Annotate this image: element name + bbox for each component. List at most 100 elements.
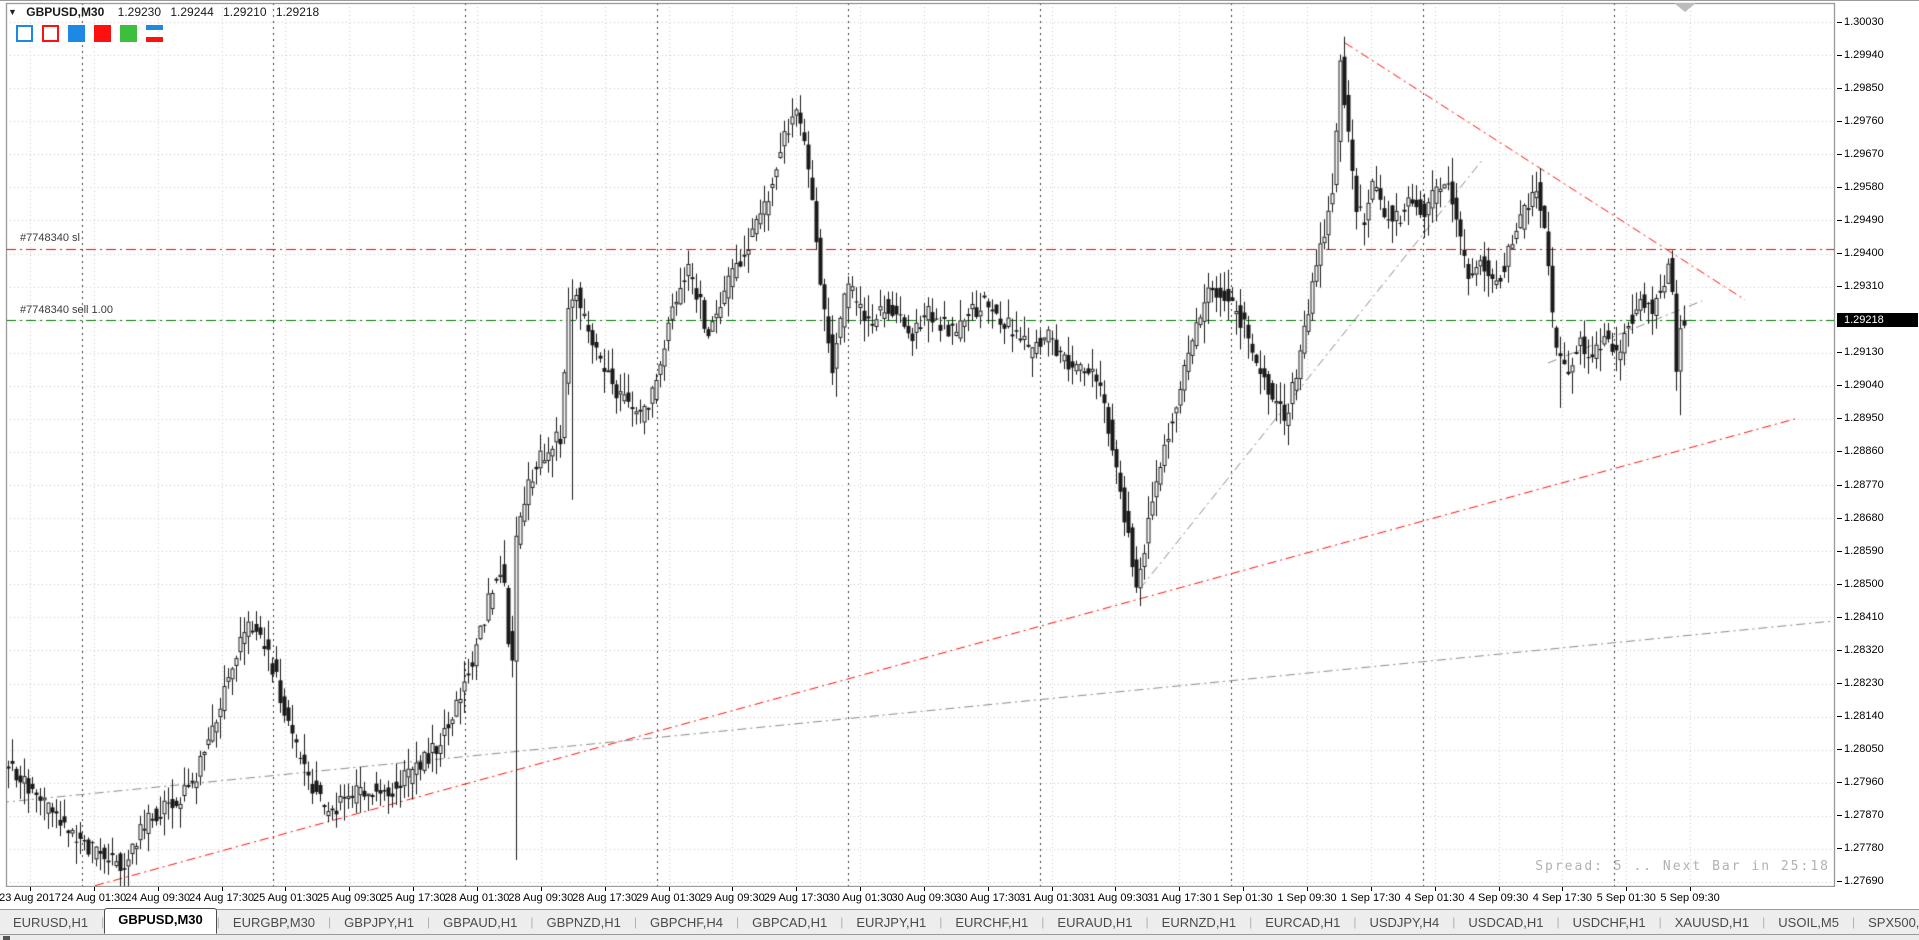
- chart-tab-gbpchf-h4[interactable]: GBPCHF,H4: [649, 915, 723, 930]
- price-tick-label: 1.27870: [1837, 809, 1884, 822]
- swatch-fill-blue[interactable]: [68, 25, 85, 42]
- time-tick-label: 30 Aug 17:30: [955, 892, 1021, 904]
- price-tick-label: 1.28050: [1837, 743, 1884, 756]
- tab-separator: |: [1452, 915, 1456, 929]
- panel-corner-mark: [3, 936, 10, 940]
- time-tick-label: 24 Aug 17:30: [189, 892, 254, 904]
- tab-separator: |: [427, 915, 431, 929]
- price-tick-label: 1.28410: [1837, 610, 1884, 623]
- price-tick-label: 1.28230: [1837, 677, 1884, 690]
- price-chart-canvas[interactable]: [0, 1, 1836, 888]
- stop-loss-line-label[interactable]: #7748340 sl: [20, 232, 80, 244]
- time-tick-label: 28 Aug 17:30: [572, 892, 638, 904]
- tab-separator: |: [840, 915, 844, 929]
- time-tick-mark: [1370, 887, 1372, 891]
- time-tick-label: 31 Aug 09:30: [1083, 892, 1148, 904]
- chart-tab-eurgbp-m30[interactable]: EURGBP,M30: [232, 915, 316, 930]
- chart-tab-usdjpy-h4[interactable]: USDJPY,H4: [1369, 915, 1440, 930]
- price-tick-label: 1.28950: [1837, 412, 1884, 425]
- time-tick-mark: [476, 887, 478, 891]
- time-tick-label: 1 Sep 17:30: [1341, 892, 1401, 904]
- chart-tab-eurchf-h1[interactable]: EURCHF,H1: [955, 915, 1029, 930]
- time-tick-label: 23 Aug 2017: [0, 892, 61, 904]
- time-tick-mark: [1498, 887, 1500, 891]
- time-tick-mark: [987, 887, 989, 891]
- time-tick-mark: [1179, 887, 1181, 891]
- chart-tab-usdchf-h1[interactable]: USDCHF,H1: [1572, 915, 1646, 930]
- tab-separator: |: [1851, 915, 1856, 929]
- price-tick-label: 1.28500: [1837, 577, 1884, 590]
- price-tick-label: 1.29400: [1837, 247, 1884, 260]
- spread-status-label: Spread: 5 .. Next Bar in 25:18: [1535, 859, 1830, 874]
- time-tick-mark: [285, 887, 287, 891]
- time-tick-label: 1 Sep 09:30: [1277, 892, 1337, 904]
- chart-tab-gbpusd-m30[interactable]: GBPUSD,M30: [104, 908, 217, 934]
- chart-tab-eurcad-h1[interactable]: EURCAD,H1: [1265, 915, 1341, 930]
- time-tick-mark: [1051, 887, 1053, 891]
- time-tick-mark: [604, 887, 606, 891]
- chart-tab-gbpjpy-h1[interactable]: GBPJPY,H1: [344, 915, 415, 930]
- chart-tab-spx500-m5[interactable]: SPX500,M5: [1868, 915, 1919, 930]
- time-tick-mark: [668, 887, 670, 891]
- chart-tab-usdcad-h1[interactable]: USDCAD,H1: [1468, 915, 1544, 930]
- sell-order-line-label[interactable]: #7748340 sell 1.00: [20, 304, 113, 316]
- price-tick-label: 1.29130: [1837, 346, 1884, 359]
- tab-separator: |: [530, 915, 534, 929]
- tab-separator: |: [1762, 915, 1766, 929]
- swatch-outline-red[interactable]: [42, 25, 59, 42]
- chart-tab-xauusd-h1[interactable]: XAUUSD,H1: [1674, 915, 1750, 930]
- time-tick-mark: [157, 887, 159, 891]
- price-tick-label: 1.29580: [1837, 180, 1884, 193]
- chart-shift-marker-icon[interactable]: [1674, 3, 1696, 12]
- time-tick-mark: [221, 887, 223, 891]
- time-tick-mark: [1243, 887, 1245, 891]
- bottom-panel-strip: [0, 934, 1919, 940]
- chart-tab-gbpaud-h1[interactable]: GBPAUD,H1: [443, 915, 518, 930]
- time-tick-label: 24 Aug 09:30: [125, 892, 191, 904]
- swatch-fill-red[interactable]: [94, 25, 111, 42]
- price-tick-label: 1.29670: [1837, 147, 1884, 160]
- swatch-bars-blue-red[interactable]: [146, 25, 163, 42]
- time-tick-mark: [796, 887, 798, 891]
- time-tick-mark: [1626, 887, 1628, 891]
- price-tick-label: 1.28590: [1837, 544, 1884, 557]
- time-tick-mark: [349, 887, 351, 891]
- chart-tab-eurnzd-h1[interactable]: EURNZD,H1: [1161, 915, 1237, 930]
- price-tick-label: 1.29310: [1837, 280, 1884, 293]
- price-axis[interactable]: 1.30030 1.29940 1.29850 1.29760 1.29670 1.295…: [1836, 1, 1919, 887]
- tab-separator: |: [633, 915, 637, 929]
- chart-tab-eurusd-h1[interactable]: EURUSD,H1: [13, 915, 89, 930]
- price-tick-label: 1.29490: [1837, 213, 1884, 226]
- time-tick-label: 4 Sep 17:30: [1532, 892, 1593, 904]
- time-axis[interactable]: 23 Aug 2017 24 Aug 01:30 24 Aug 09:30 24 Au…: [0, 887, 1836, 909]
- price-tick-label: 1.29040: [1837, 379, 1884, 392]
- time-tick-label: 5 Sep 01:30: [1596, 892, 1656, 904]
- time-tick-label: 31 Aug 01:30: [1019, 892, 1085, 904]
- current-price-badge: 1.29218: [1837, 313, 1918, 328]
- chart-tab-gbpcad-h1[interactable]: GBPCAD,H1: [752, 915, 828, 930]
- ohlc-low-value: 1.29210: [223, 5, 267, 19]
- price-tick-label: 1.29940: [1837, 48, 1884, 61]
- tab-separator: |: [1041, 915, 1045, 929]
- time-tick-label: 28 Aug 09:30: [508, 892, 574, 904]
- time-tick-label: 29 Aug 17:30: [763, 892, 829, 904]
- tab-separator: |: [101, 915, 105, 929]
- swatch-fill-green[interactable]: [120, 25, 137, 42]
- chart-tab-gbpnzd-h1[interactable]: GBPNZD,H1: [546, 915, 621, 930]
- time-tick-mark: [860, 887, 862, 891]
- chart-tab-usoil-m5[interactable]: USOIL,M5: [1778, 915, 1839, 930]
- price-tick-label: 1.28680: [1837, 511, 1884, 524]
- price-tick-label: 1.28140: [1837, 710, 1884, 723]
- chart-tab-eurjpy-h1[interactable]: EURJPY,H1: [856, 915, 927, 930]
- swatch-outline-blue[interactable]: [16, 25, 33, 42]
- price-tick-label: 1.27960: [1837, 776, 1884, 789]
- price-tick-label: 1.27780: [1837, 842, 1884, 855]
- time-tick-mark: [1562, 887, 1564, 891]
- time-tick-mark: [1307, 887, 1308, 891]
- chevron-down-icon[interactable]: ▼: [8, 7, 17, 17]
- price-tick-label: 1.27690: [1837, 875, 1884, 888]
- time-tick-label: 30 Aug 09:30: [891, 892, 957, 904]
- price-tick-label: 1.28770: [1837, 478, 1884, 491]
- chart-tab-euraud-h1[interactable]: EURAUD,H1: [1057, 915, 1133, 930]
